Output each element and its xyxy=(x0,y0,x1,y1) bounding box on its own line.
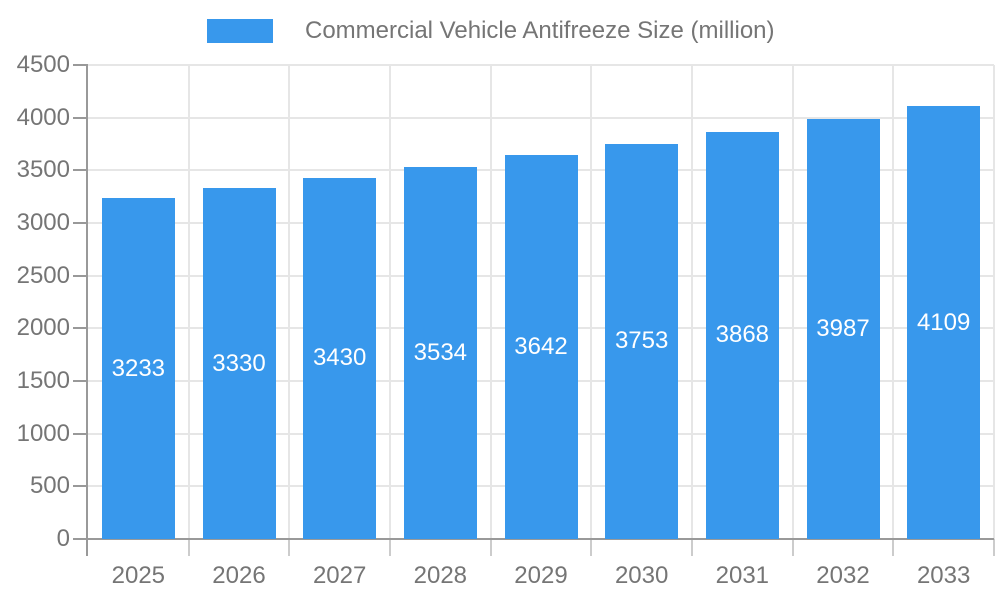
y-axis-tick xyxy=(73,327,88,330)
x-tick-label: 2032 xyxy=(816,562,870,589)
x-axis-tick xyxy=(892,539,895,556)
y-tick-label: 2000 xyxy=(16,314,70,342)
y-axis-tick xyxy=(73,485,88,488)
x-axis-tick xyxy=(691,539,693,556)
v-gridline xyxy=(993,65,995,539)
v-gridline xyxy=(288,65,291,539)
bar-value-label: 4109 xyxy=(916,308,971,336)
x-axis-tick xyxy=(187,539,190,556)
bar-2033 xyxy=(907,106,981,539)
legend-item[interactable]: Commercial Vehicle Antifreeze Size (mill… xyxy=(207,19,775,43)
x-tick-label: 2027 xyxy=(312,562,367,589)
v-gridline xyxy=(691,65,693,539)
x-axis-tick xyxy=(389,539,391,556)
y-tick-label: 4000 xyxy=(16,103,70,131)
x-axis-line xyxy=(86,538,994,540)
x-tick-label: 2033 xyxy=(916,562,971,589)
bar-value-label: 3642 xyxy=(514,333,568,361)
bar-2026 xyxy=(202,188,276,539)
bar-2030 xyxy=(605,143,679,539)
y-axis-tick xyxy=(73,64,88,66)
y-tick-label: 1000 xyxy=(16,419,70,447)
h-gridline xyxy=(88,64,994,66)
x-axis-tick xyxy=(993,539,995,556)
bar-value-label: 3330 xyxy=(212,349,266,377)
bar-2027 xyxy=(303,177,377,539)
y-axis-tick xyxy=(73,380,88,382)
v-gridline xyxy=(489,65,492,539)
x-tick-label: 2025 xyxy=(111,562,166,589)
y-axis-line xyxy=(86,65,88,556)
y-axis-tick xyxy=(73,432,88,435)
y-tick-label: 500 xyxy=(29,472,70,500)
y-tick-label: 3000 xyxy=(16,209,70,236)
x-tick-label: 2026 xyxy=(212,562,266,589)
bar-2029 xyxy=(504,155,578,539)
y-tick-label: 1500 xyxy=(16,367,70,394)
v-gridline xyxy=(590,65,593,539)
x-tick-label: 2028 xyxy=(413,562,468,589)
bar-2028 xyxy=(403,166,477,539)
y-axis-tick xyxy=(73,538,88,540)
v-gridline xyxy=(389,65,391,539)
bar-value-label: 3868 xyxy=(715,321,770,349)
x-axis-tick xyxy=(590,539,593,556)
y-tick-label: 0 xyxy=(56,525,70,552)
bar-2032 xyxy=(806,119,880,539)
bar-2025 xyxy=(101,198,175,539)
bar-value-label: 3987 xyxy=(816,315,870,343)
y-axis-tick xyxy=(73,169,88,172)
legend-label: Commercial Vehicle Antifreeze Size (mill… xyxy=(305,17,775,44)
x-tick-label: 2029 xyxy=(514,562,568,589)
y-tick-label: 4500 xyxy=(16,51,70,78)
h-gridline xyxy=(88,116,994,119)
v-gridline xyxy=(791,65,794,539)
bar-value-label: 3233 xyxy=(111,354,166,382)
y-axis-tick xyxy=(73,274,88,277)
y-axis-tick xyxy=(73,116,88,119)
x-axis-tick xyxy=(288,539,291,556)
x-tick-label: 2031 xyxy=(715,562,770,589)
bar-value-label: 3430 xyxy=(312,344,367,372)
bar-value-label: 3534 xyxy=(413,338,468,366)
y-tick-label: 2500 xyxy=(16,261,70,289)
y-axis-tick xyxy=(73,222,88,224)
v-gridline xyxy=(892,65,895,539)
v-gridline xyxy=(187,65,190,539)
bar-value-label: 3753 xyxy=(614,327,669,355)
bar-2031 xyxy=(705,131,779,539)
x-tick-label: 2030 xyxy=(614,562,669,589)
x-axis-tick xyxy=(791,539,794,556)
y-tick-label: 3500 xyxy=(16,156,70,184)
x-axis-tick xyxy=(489,539,492,556)
legend-swatch xyxy=(207,19,273,43)
